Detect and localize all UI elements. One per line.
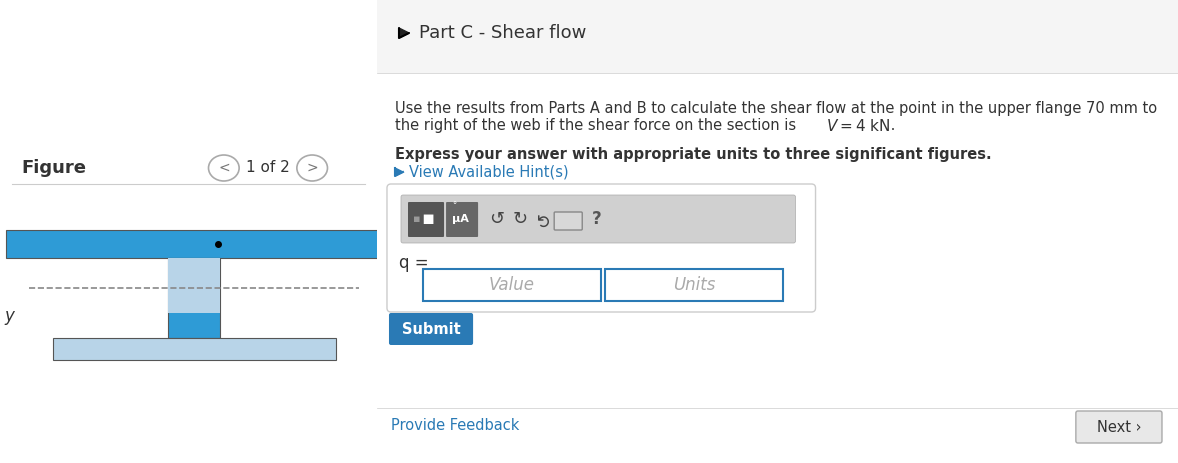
Text: .: . — [886, 118, 895, 133]
Text: Use the results from Parts A and B to calculate the shear flow at the point in t: Use the results from Parts A and B to ca… — [395, 101, 1157, 116]
Text: Next ›: Next › — [1097, 419, 1141, 434]
Polygon shape — [395, 168, 403, 176]
Text: ↺: ↺ — [535, 212, 554, 226]
Text: μA: μA — [452, 214, 469, 224]
Text: q =: q = — [399, 254, 429, 272]
FancyBboxPatch shape — [408, 202, 444, 237]
Text: $V = 4\ \mathrm{kN}$: $V = 4\ \mathrm{kN}$ — [826, 118, 891, 134]
Text: <: < — [218, 161, 230, 175]
Text: View Available Hint(s): View Available Hint(s) — [409, 164, 569, 180]
Text: $y$: $y$ — [4, 309, 16, 327]
Text: >: > — [306, 161, 318, 175]
Text: Submit: Submit — [402, 321, 461, 337]
FancyBboxPatch shape — [446, 202, 478, 237]
Text: Units: Units — [673, 276, 715, 294]
Text: Express your answer with appropriate units to three significant figures.: Express your answer with appropriate uni… — [395, 147, 992, 162]
FancyBboxPatch shape — [377, 0, 1178, 73]
FancyBboxPatch shape — [423, 269, 601, 301]
FancyBboxPatch shape — [389, 313, 474, 345]
Text: Part C - Shear flow: Part C - Shear flow — [419, 24, 587, 42]
FancyBboxPatch shape — [386, 184, 815, 312]
Text: 1 of 2: 1 of 2 — [245, 161, 290, 175]
FancyBboxPatch shape — [53, 338, 336, 360]
Text: $\bar{y}$: $\bar{y}$ — [412, 227, 424, 247]
Text: the right of the web if the shear force on the section is: the right of the web if the shear force … — [395, 118, 801, 133]
Text: ↻: ↻ — [512, 210, 528, 228]
FancyBboxPatch shape — [401, 195, 795, 243]
Text: °: ° — [452, 201, 456, 211]
Text: Value: Value — [489, 276, 535, 294]
FancyBboxPatch shape — [6, 230, 383, 258]
Text: ↺: ↺ — [489, 210, 504, 228]
FancyBboxPatch shape — [554, 212, 582, 230]
Text: ▪: ▪ — [413, 214, 421, 224]
FancyBboxPatch shape — [1076, 411, 1162, 443]
FancyBboxPatch shape — [168, 258, 220, 313]
FancyBboxPatch shape — [605, 269, 783, 301]
Text: ?: ? — [593, 210, 602, 228]
Text: Provide Feedback: Provide Feedback — [391, 418, 519, 432]
Text: ▪: ▪ — [421, 209, 435, 229]
FancyBboxPatch shape — [168, 258, 220, 338]
Text: Figure: Figure — [21, 159, 86, 177]
Polygon shape — [399, 28, 409, 38]
